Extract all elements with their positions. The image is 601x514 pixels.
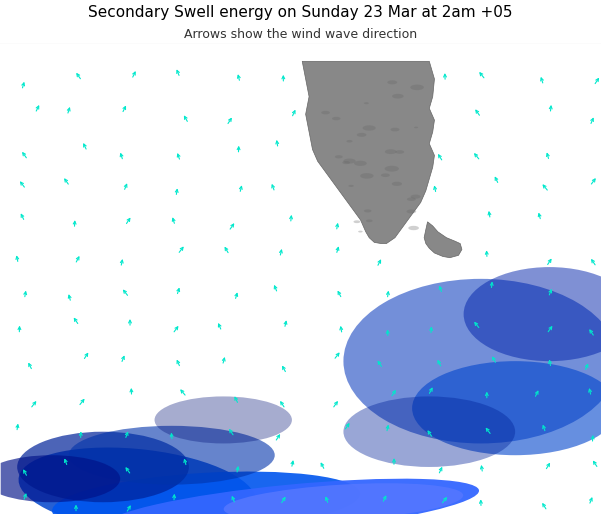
Ellipse shape bbox=[343, 161, 350, 164]
Ellipse shape bbox=[0, 455, 120, 502]
Ellipse shape bbox=[412, 361, 601, 455]
Ellipse shape bbox=[224, 483, 463, 514]
Ellipse shape bbox=[406, 210, 416, 213]
Ellipse shape bbox=[17, 432, 189, 502]
Polygon shape bbox=[302, 61, 435, 244]
Text: Arrows show the wind wave direction: Arrows show the wind wave direction bbox=[184, 28, 417, 42]
Ellipse shape bbox=[52, 471, 360, 514]
Ellipse shape bbox=[353, 221, 361, 223]
Ellipse shape bbox=[154, 396, 292, 444]
Ellipse shape bbox=[354, 161, 367, 166]
Ellipse shape bbox=[391, 127, 400, 132]
Ellipse shape bbox=[463, 267, 601, 361]
Ellipse shape bbox=[343, 279, 601, 444]
Ellipse shape bbox=[343, 396, 515, 467]
Ellipse shape bbox=[360, 173, 374, 179]
Ellipse shape bbox=[364, 209, 371, 212]
Ellipse shape bbox=[343, 158, 356, 163]
Ellipse shape bbox=[410, 195, 421, 199]
Ellipse shape bbox=[346, 140, 353, 142]
Polygon shape bbox=[424, 222, 462, 258]
Ellipse shape bbox=[381, 173, 390, 177]
Ellipse shape bbox=[385, 149, 397, 154]
Ellipse shape bbox=[392, 182, 402, 186]
Text: Secondary Swell energy on Sunday 23 Mar at 2am +05: Secondary Swell energy on Sunday 23 Mar … bbox=[88, 5, 513, 20]
Ellipse shape bbox=[392, 94, 404, 99]
Ellipse shape bbox=[358, 231, 362, 232]
Ellipse shape bbox=[366, 219, 373, 222]
Ellipse shape bbox=[414, 126, 418, 128]
Ellipse shape bbox=[335, 155, 343, 158]
Ellipse shape bbox=[332, 117, 341, 120]
Ellipse shape bbox=[357, 133, 367, 137]
Ellipse shape bbox=[364, 102, 369, 104]
Ellipse shape bbox=[349, 185, 354, 187]
Ellipse shape bbox=[407, 197, 416, 201]
Ellipse shape bbox=[362, 125, 376, 131]
Ellipse shape bbox=[321, 111, 330, 115]
Ellipse shape bbox=[408, 226, 419, 230]
Ellipse shape bbox=[105, 479, 479, 514]
Ellipse shape bbox=[69, 426, 275, 485]
Ellipse shape bbox=[395, 150, 404, 154]
Ellipse shape bbox=[410, 85, 424, 90]
Ellipse shape bbox=[387, 80, 397, 84]
Ellipse shape bbox=[19, 448, 256, 514]
Ellipse shape bbox=[385, 166, 399, 172]
